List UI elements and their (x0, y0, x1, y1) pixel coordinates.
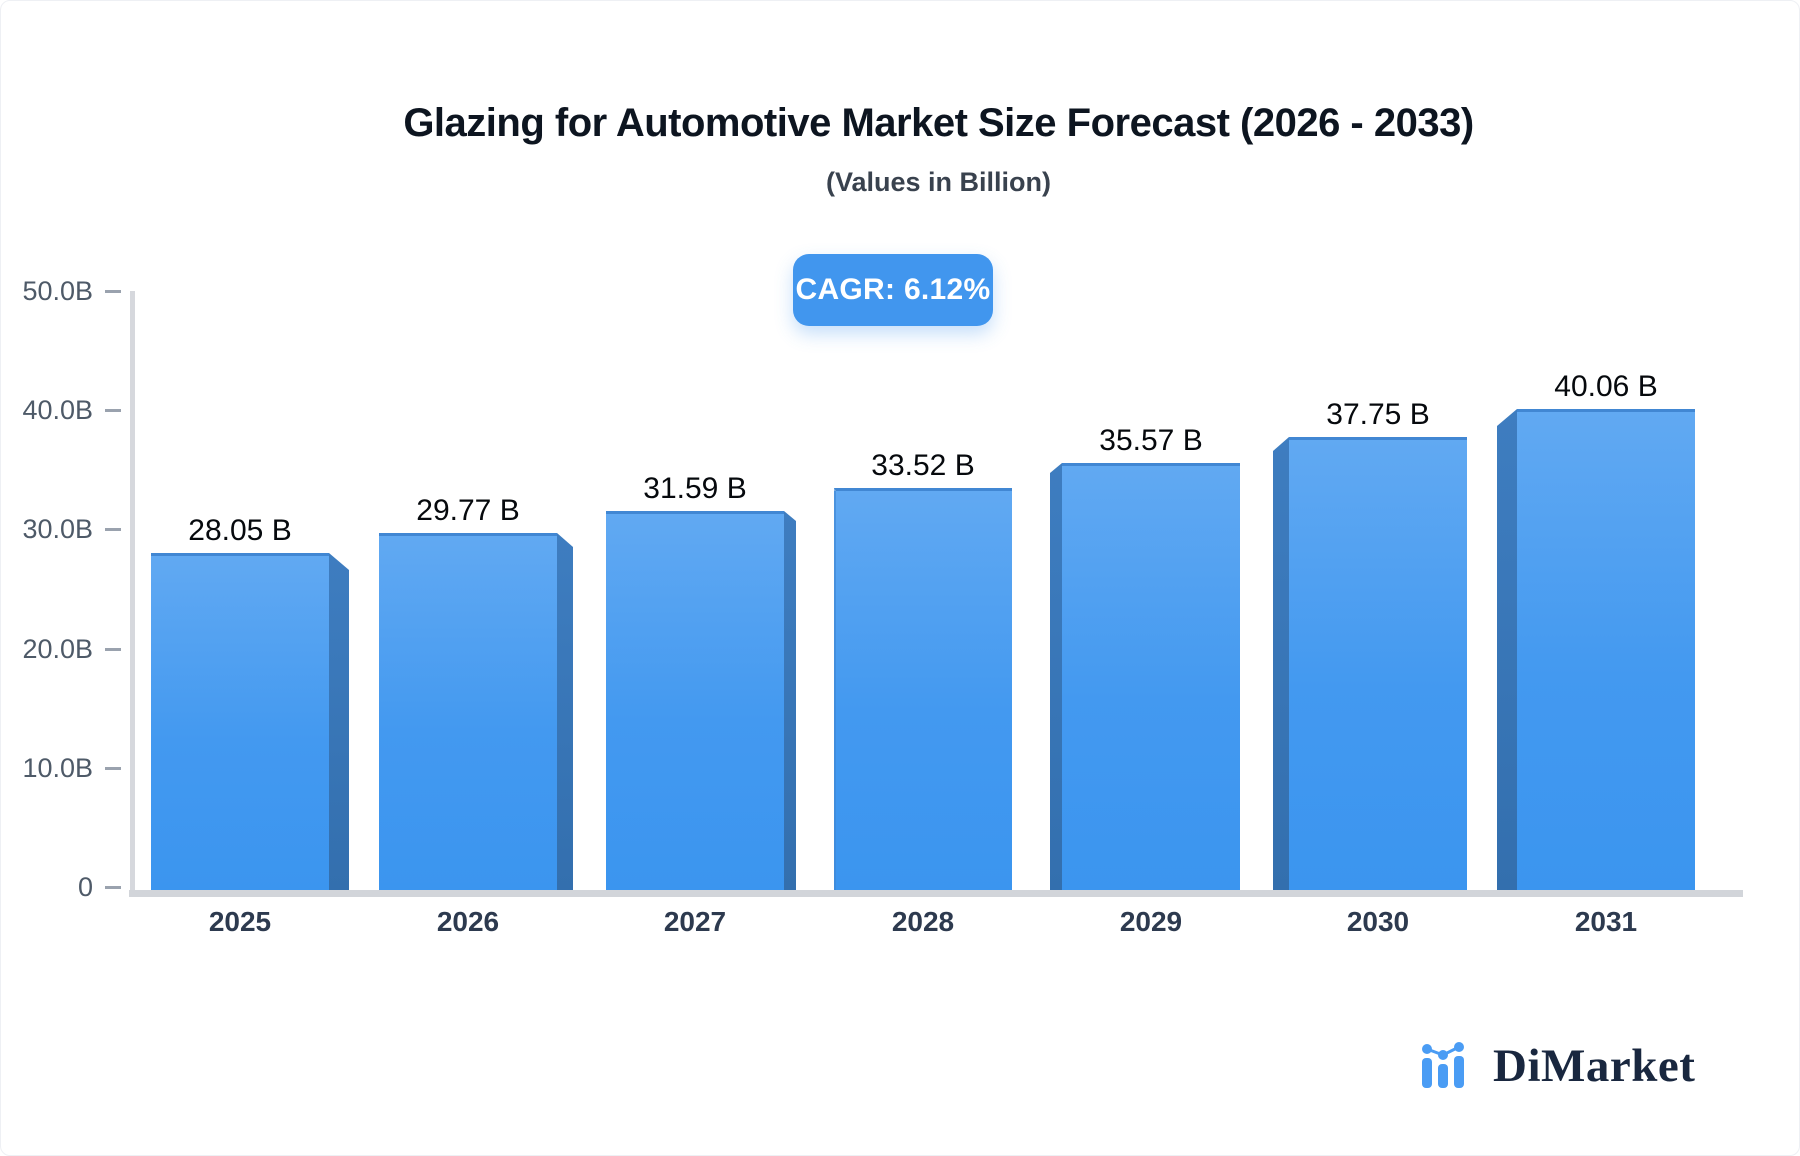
bar-value-label-2031: 40.06 B (1554, 370, 1658, 403)
y-axis-line (130, 291, 135, 891)
x-axis-baseline (129, 890, 1743, 897)
y-axis-label-10.0B: 10.0B (22, 753, 93, 783)
bar-2028[interactable] (834, 488, 1012, 890)
y-axis-label-40.0B: 40.0B (22, 395, 93, 425)
chart-title: Glazing for Automotive Market Size Forec… (403, 101, 1474, 145)
bar-value-label-2030: 37.75 B (1326, 398, 1430, 431)
chart-subtitle: (Values in Billion) (825, 167, 1052, 197)
y-axis-label-50.0B: 50.0B (22, 276, 93, 306)
y-axis-label-20.0B: 20.0B (22, 634, 93, 664)
y-axis-label-0: 0 (77, 872, 93, 902)
brand-logo: DiMarket (1421, 1041, 1695, 1091)
bar-2030[interactable] (1289, 437, 1467, 890)
x-axis-label-2025: 2025 (208, 906, 272, 937)
x-axis-label-2030: 2030 (1346, 906, 1410, 937)
y-axis-tick (105, 767, 121, 770)
bar-side-face-2030 (1273, 437, 1289, 890)
y-axis-tick (105, 886, 121, 889)
bar-value-label-2025: 28.05 B (188, 514, 292, 547)
y-axis-tick (105, 290, 121, 293)
y-axis-tick (105, 409, 121, 412)
bar-2029[interactable] (1062, 463, 1240, 890)
brand-logo-icon (1422, 1042, 1464, 1088)
x-axis-label-2029: 2029 (1119, 906, 1183, 937)
y-axis-tick (105, 528, 121, 531)
bar-side-face-2026 (557, 533, 573, 890)
bar-side-face-2031 (1497, 409, 1517, 890)
cagr-badge: CAGR: 6.12% (793, 254, 993, 326)
bar-2031[interactable] (1517, 409, 1695, 890)
bar-2025[interactable] (151, 553, 329, 890)
bar-value-label-2026: 29.77 B (416, 494, 520, 527)
bar-side-face-2029 (1050, 463, 1062, 890)
x-axis-label-2031: 2031 (1574, 906, 1638, 937)
bar-value-label-2028: 33.52 B (871, 449, 975, 482)
brand-logo-text: DiMarket (1493, 1040, 1696, 1092)
y-axis-tick (105, 648, 121, 651)
bar-side-face-2025 (329, 553, 349, 890)
x-axis-label-2027: 2027 (663, 906, 727, 937)
bar-2026[interactable] (379, 533, 557, 890)
y-axis-label-30.0B: 30.0B (22, 514, 93, 544)
bar-side-face-2027 (784, 511, 796, 890)
x-axis-label-2026: 2026 (436, 906, 500, 937)
bar-value-label-2029: 35.57 B (1099, 424, 1203, 457)
x-axis-label-2028: 2028 (891, 906, 955, 937)
bar-value-label-2027: 31.59 B (643, 472, 747, 505)
bar-2027[interactable] (606, 511, 784, 890)
